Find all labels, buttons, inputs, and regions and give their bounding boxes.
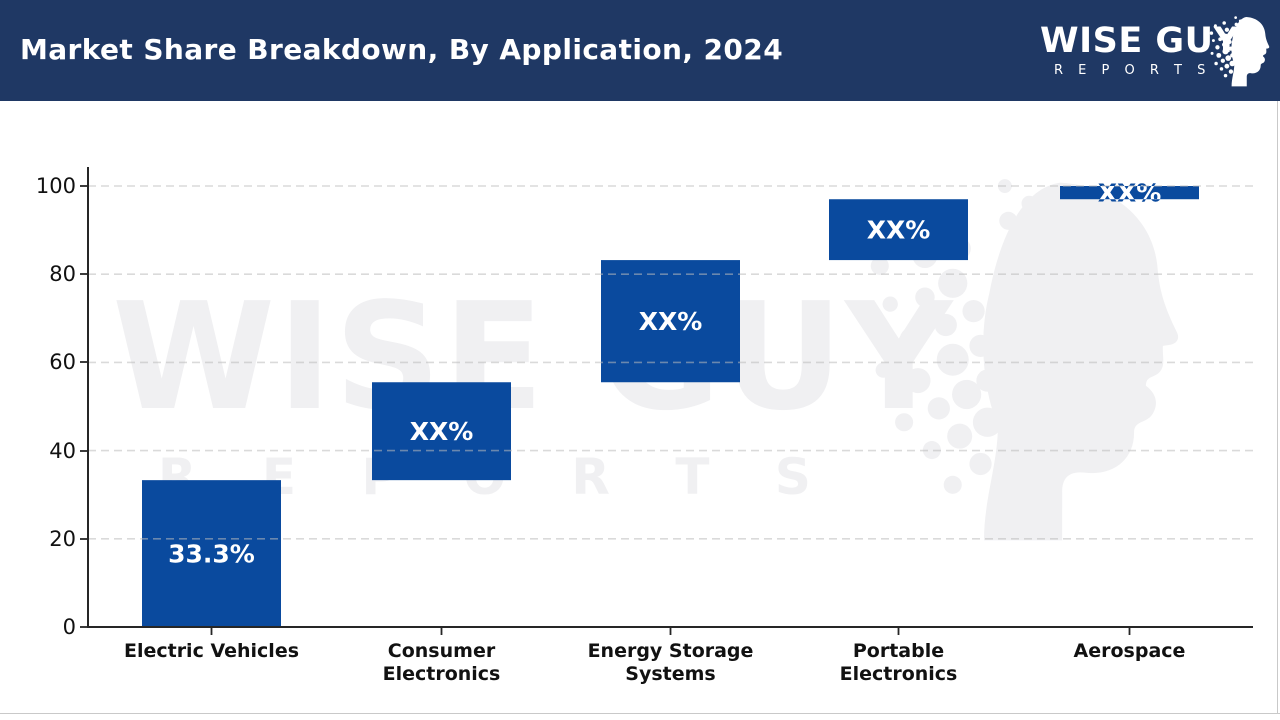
- bar-label-overflow-3: XX%: [867, 216, 931, 245]
- category-label-consumer: Consumer: [388, 640, 496, 662]
- bar-label-overflow-4: XX%: [1098, 179, 1162, 208]
- waterfall-chart: 33.3%33.3%XX%XX%XX%XX%XX%XX%XX%XX% 0 20 …: [36, 167, 1253, 685]
- bar-label-1: XX%: [410, 417, 474, 446]
- category-label-electric-vehicles: Electric Vehicles: [124, 640, 299, 662]
- page-bottom-border: [0, 713, 1280, 714]
- logo-text: WISE GUY: [1040, 21, 1240, 61]
- bar-label-4: XX%: [1098, 179, 1162, 208]
- ytick-60: 60: [49, 350, 76, 374]
- category-labels: Electric Vehicles Consumer Electronics E…: [124, 640, 1185, 685]
- bar-segment-4: [1060, 186, 1199, 200]
- ytick-0: 0: [63, 615, 76, 639]
- bar-segment-1: [372, 382, 511, 481]
- category-label-portable-line2: Electronics: [840, 663, 958, 685]
- category-label-energy-storage: Energy Storage: [588, 640, 754, 662]
- bar-label-overflow-1: XX%: [410, 417, 474, 446]
- bar-segment-3: [829, 199, 968, 261]
- ytick-40: 40: [49, 439, 76, 463]
- bar-label-overflow-2: XX%: [639, 307, 703, 336]
- bar-label-2: XX%: [639, 307, 703, 336]
- axes: [80, 167, 1253, 635]
- ytick-20: 20: [49, 527, 76, 551]
- bar-label-3: XX%: [867, 216, 931, 245]
- logo-subtext: R E P O R T S: [1054, 63, 1211, 78]
- watermark-text: WISE GUY: [112, 271, 955, 443]
- header-bar: Market Share Breakdown, By Application, …: [0, 0, 1280, 101]
- bar-label-0: 33.3%: [168, 540, 255, 569]
- bar-segment-0: [142, 480, 281, 627]
- category-label-portable: Portable: [853, 640, 944, 662]
- page-right-border: [1277, 101, 1278, 713]
- ytick-80: 80: [49, 262, 76, 286]
- ytick-100: 100: [36, 174, 76, 198]
- category-label-energy-storage-line2: Systems: [625, 663, 715, 685]
- category-label-aerospace: Aerospace: [1074, 640, 1186, 662]
- bars-layer: 33.3%33.3%XX%XX%XX%XX%XX%XX%XX%XX%: [142, 179, 1199, 627]
- wise-guy-logo: WISE GUY R E P O R T S: [1040, 16, 1270, 87]
- page-title: Market Share Breakdown, By Application, …: [20, 33, 784, 66]
- bar-label-overflow-0: 33.3%: [168, 540, 255, 569]
- y-tick-labels: 0 20 40 60 80 100: [36, 174, 76, 639]
- category-label-consumer-line2: Electronics: [383, 663, 501, 685]
